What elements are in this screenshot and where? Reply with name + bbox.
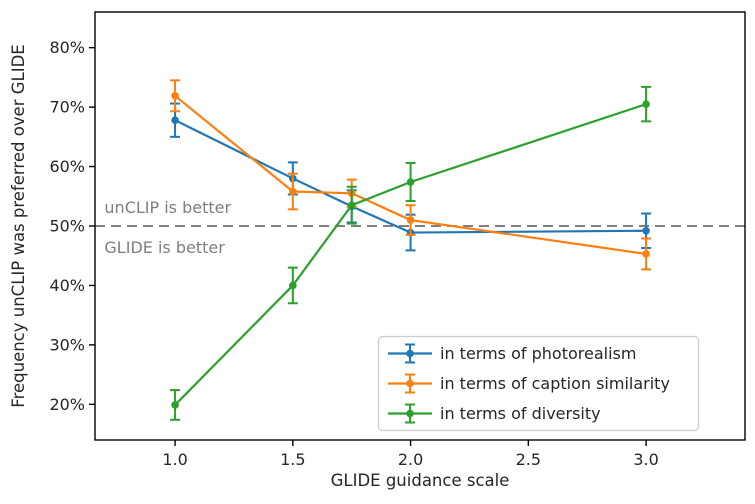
data-point — [642, 100, 650, 108]
annotation-1: GLIDE is better — [104, 238, 225, 257]
x-tick-label: 3.0 — [633, 450, 658, 469]
legend-label: in terms of photorealism — [440, 344, 636, 363]
data-point — [347, 201, 356, 209]
y-tick-label: 70% — [49, 98, 85, 117]
y-tick-label: 60% — [49, 157, 85, 176]
y-tick-label: 20% — [49, 395, 85, 414]
x-axis-label: GLIDE guidance scale — [331, 471, 510, 490]
data-point — [642, 226, 650, 235]
legend-label: in terms of diversity — [440, 404, 601, 423]
y-tick-label: 40% — [49, 276, 85, 295]
x-tick-label: 2.0 — [398, 450, 423, 469]
legend-marker — [406, 379, 414, 388]
x-tick-label: 2.5 — [516, 450, 541, 469]
annotation-0: unCLIP is better — [104, 198, 231, 217]
series-2 — [170, 85, 652, 421]
x-tick-label: 1.0 — [162, 450, 187, 469]
data-point — [289, 187, 297, 196]
legend-entry-1: in terms of caption similarity — [388, 373, 670, 394]
y-tick-label: 50% — [49, 217, 85, 236]
data-point — [406, 216, 415, 224]
data-point — [171, 116, 179, 124]
data-point — [642, 250, 650, 258]
data-point — [171, 401, 179, 409]
y-axis-label: Frequency unCLIP was preferred over GLID… — [9, 44, 28, 407]
legend: in terms of photorealism in terms of capt… — [377, 335, 700, 432]
data-point — [406, 178, 415, 186]
legend-frame — [377, 335, 700, 432]
x-tick-label: 1.5 — [280, 450, 305, 469]
data-point — [289, 281, 297, 290]
legend-entry-0: in terms of photorealism — [388, 343, 636, 364]
legend-marker — [406, 349, 414, 358]
y-tick-label: 30% — [49, 335, 85, 354]
legend-entry-2: in terms of diversity — [388, 403, 601, 424]
legend-marker — [406, 409, 414, 418]
data-point — [171, 92, 179, 100]
y-tick-label: 80% — [49, 38, 85, 57]
legend-label: in terms of caption similarity — [440, 374, 670, 393]
